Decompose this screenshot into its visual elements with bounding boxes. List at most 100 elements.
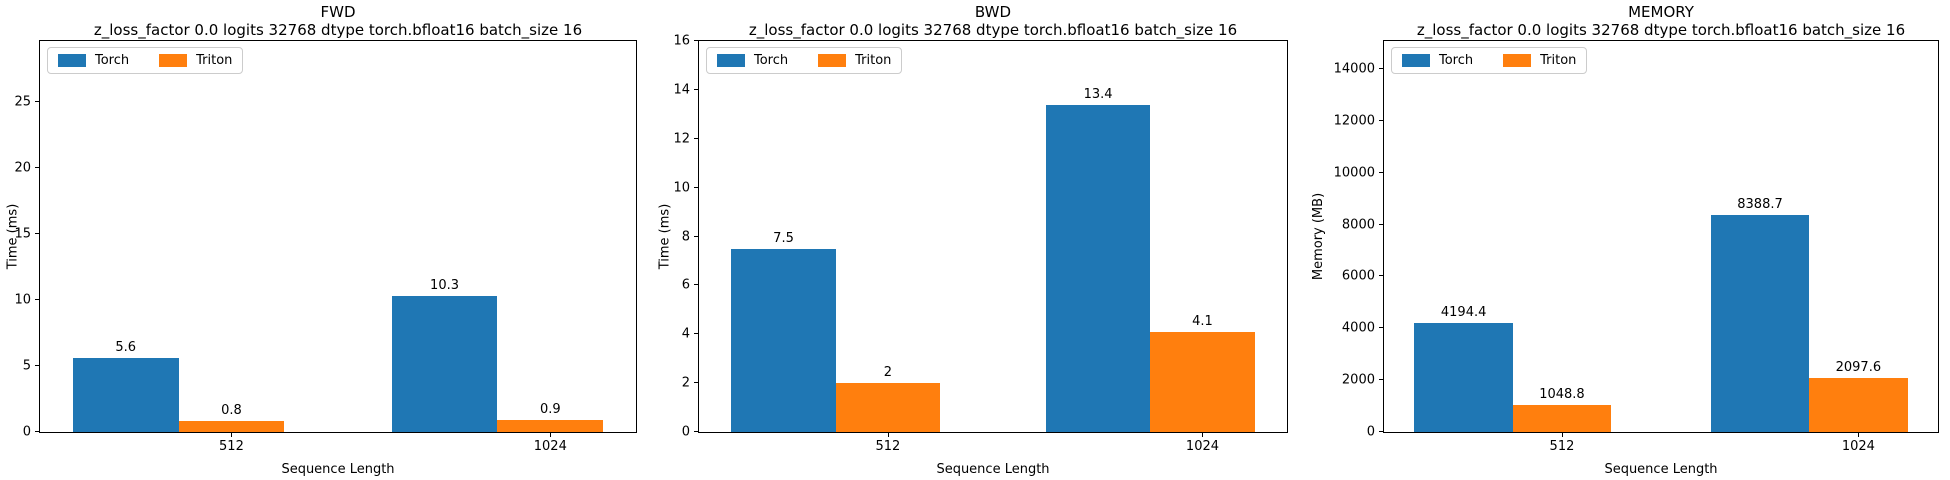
legend-swatch-torch	[1402, 54, 1430, 67]
y-axis-tick	[35, 364, 40, 366]
y-axis-tick-label: 6000	[1341, 268, 1375, 284]
bar-torch-1024	[1710, 214, 1810, 432]
legend: Torch Triton	[1391, 47, 1588, 74]
y-axis-label-wrap: Time (ms)	[654, 40, 676, 433]
plot-area: Torch Triton 0 2 4 6 8 10 12 14 16 7.5 2 512 13.4 4.1…	[673, 35, 1288, 453]
x-axis-tick	[1858, 432, 1860, 437]
bar-value-label: 4.1	[1192, 313, 1213, 329]
legend-swatch-torch	[58, 54, 86, 67]
bar-triton-1024	[1150, 331, 1255, 432]
y-axis-tick-label: 0	[681, 424, 690, 440]
legend-swatch-triton	[1503, 54, 1532, 67]
y-axis-tick-label: 10	[14, 292, 31, 308]
legend-item-torch: Torch	[58, 53, 129, 68]
y-axis-tick-label: 5	[22, 358, 31, 374]
y-axis-tick-label: 20	[14, 160, 31, 176]
chart-title: FWD	[320, 3, 356, 21]
legend-item-triton: Triton	[159, 53, 232, 68]
bar-triton-512	[835, 383, 941, 432]
bar-value-label: 5.6	[115, 340, 137, 356]
y-axis-tick	[1379, 275, 1384, 277]
x-axis-tick	[1202, 432, 1204, 437]
legend-item-torch: Torch	[717, 53, 788, 68]
bar-torch-1024	[391, 295, 498, 432]
chart-title-block: BWD z_loss_factor 0.0 logits 32768 dtype…	[698, 3, 1288, 39]
legend-label-torch: Torch	[754, 53, 789, 68]
bar-value-label: 0.9	[539, 402, 561, 418]
bar-value-label: 1048.8	[1539, 386, 1585, 402]
x-axis-tick-label: 1024	[533, 439, 567, 454]
y-axis-tick	[35, 166, 40, 168]
legend: Torch Triton	[706, 47, 903, 74]
legend-item-triton: Triton	[818, 53, 891, 68]
legend-label-torch: Torch	[95, 53, 130, 68]
y-axis-tick-label: 12	[673, 131, 690, 147]
bar-value-label: 8388.7	[1737, 196, 1783, 212]
y-axis-tick	[694, 382, 699, 384]
legend-swatch-triton	[159, 54, 188, 67]
chart-title-block: FWD z_loss_factor 0.0 logits 32768 dtype…	[39, 3, 637, 39]
legend-label-triton: Triton	[196, 53, 233, 68]
y-axis-tick-label: 16	[673, 33, 690, 49]
y-axis-tick-label: 8000	[1341, 217, 1375, 233]
y-axis-tick-label: 25	[14, 94, 31, 110]
chart-panel-bwd: BWD z_loss_factor 0.0 logits 32768 dtype…	[650, 0, 1300, 480]
y-axis-tick	[694, 40, 699, 41]
x-axis-label: Sequence Length	[1604, 462, 1718, 477]
bar-value-label: 10.3	[430, 277, 460, 293]
chart-subtitle: z_loss_factor 0.0 logits 32768 dtype tor…	[1416, 21, 1906, 39]
y-axis-tick-label: 2000	[1341, 372, 1375, 388]
x-axis-tick-label: 512	[1549, 439, 1575, 454]
legend-swatch-triton	[818, 54, 847, 67]
bar-torch-512	[1414, 323, 1513, 432]
bar-torch-512	[731, 248, 836, 432]
y-axis-tick-label: 12000	[1333, 113, 1375, 129]
y-axis-tick	[35, 431, 40, 432]
x-axis-tick	[1561, 432, 1563, 437]
bar-value-label: 7.5	[773, 230, 794, 246]
x-axis-tick-label: 512	[875, 439, 901, 454]
chart-title: MEMORY	[1628, 3, 1694, 21]
y-axis-tick	[694, 431, 699, 432]
plot-area: Torch Triton 0 5 10 15 20 25 5.6 0.8 512 10.3 0.9 1…	[14, 40, 637, 453]
y-axis-tick-label: 2	[681, 375, 690, 391]
y-axis-tick-label: 0	[22, 424, 31, 440]
y-axis-tick-label: 10	[673, 180, 690, 196]
y-axis-tick-label: 15	[14, 226, 31, 242]
y-axis-tick	[35, 232, 40, 234]
y-axis-tick-label: 14	[673, 82, 690, 98]
y-axis-tick-label: 6	[681, 277, 690, 293]
x-axis-label: Sequence Length	[936, 462, 1050, 477]
x-axis-tick-label: 1024	[1841, 439, 1875, 454]
bar-triton-512	[178, 421, 285, 432]
y-axis-tick	[694, 137, 699, 139]
y-axis-tick-label: 10000	[1333, 165, 1375, 181]
y-axis-tick	[1379, 431, 1384, 432]
bar-triton-512	[1512, 404, 1612, 432]
bar-value-label: 0.8	[221, 403, 242, 419]
y-axis-tick	[35, 100, 40, 102]
y-axis-tick	[35, 298, 40, 300]
x-axis-tick	[231, 432, 233, 437]
y-axis-tick	[694, 235, 699, 237]
chart-subtitle: z_loss_factor 0.0 logits 32768 dtype tor…	[748, 21, 1238, 39]
chart-panel-fwd: FWD z_loss_factor 0.0 logits 32768 dtype…	[0, 0, 650, 480]
legend-swatch-torch	[717, 54, 745, 67]
legend-item-torch: Torch	[1402, 53, 1473, 68]
y-axis-tick	[1379, 68, 1384, 70]
bar-triton-1024	[497, 420, 604, 432]
x-axis-label: Sequence Length	[281, 462, 395, 477]
bar-value-label: 4194.4	[1440, 305, 1487, 321]
x-axis-tick	[887, 432, 889, 437]
y-axis-tick	[694, 333, 699, 335]
x-axis-tick-label: 512	[219, 439, 244, 454]
chart-title: BWD	[974, 3, 1012, 21]
y-axis-tick	[1379, 379, 1384, 381]
legend-label-triton: Triton	[1540, 53, 1577, 68]
plot-area: Torch Triton 0 2000 4000 6000 8000 10000 12000…	[1334, 40, 1939, 453]
y-axis-label: Memory (MB)	[1311, 192, 1327, 281]
bar-torch-1024	[1045, 104, 1151, 432]
chart-title-block: MEMORY z_loss_factor 0.0 logits 32768 dt…	[1383, 3, 1939, 39]
legend-item-triton: Triton	[1503, 53, 1576, 68]
